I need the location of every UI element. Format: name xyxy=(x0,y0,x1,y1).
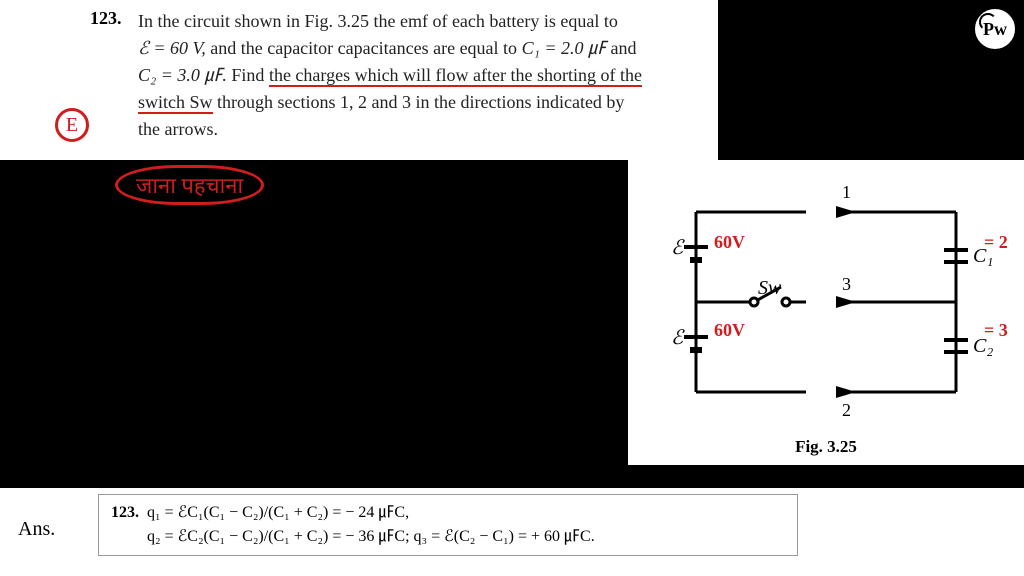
logo-badge: Pᴡ xyxy=(972,6,1018,52)
q-line5: the arrows. xyxy=(138,119,218,139)
q-c2: C₂ = 3.0 ㎌. xyxy=(138,65,227,85)
q-line3a: Find xyxy=(231,65,269,85)
q-line4-rest: through sections 1, 2 and 3 in the direc… xyxy=(217,92,624,112)
circuit-figure: ℰ ℰ C₁ C₂ Sw 1 3 2 Fig. 3.25 60V 60V = 2… xyxy=(628,160,1024,465)
answer-block: Ans. 123. q₁ = ℰC₁(C₁ − C₂)/(C₁ + C₂) = … xyxy=(0,488,1024,576)
q-line3-ul: the charges which will flow after the sh… xyxy=(269,65,642,85)
annotation-circle-e: E xyxy=(55,108,89,142)
question-number: 123. xyxy=(90,8,122,29)
circuit-svg: ℰ ℰ C₁ C₂ Sw 1 3 2 xyxy=(640,172,1012,432)
figure-caption: Fig. 3.25 xyxy=(640,437,1012,457)
answer-box: 123. q₁ = ℰC₁(C₁ − C₂)/(C₁ + C₂) = − 24 … xyxy=(98,494,798,556)
sw-label: Sw xyxy=(758,277,782,299)
emf-label-1: ℰ xyxy=(671,237,685,259)
answer-num: 123. xyxy=(111,504,139,521)
q-line4-ul: switch Sw xyxy=(138,92,213,112)
answer-line1: q₁ = ℰC₁(C₁ − C₂)/(C₁ + C₂) = − 24 ㎌C, xyxy=(147,504,409,521)
answer-label: Ans. xyxy=(18,518,55,541)
question-text: In the circuit shown in Fig. 3.25 the em… xyxy=(138,8,706,143)
q-emf: ℰ = 60 V, xyxy=(138,38,206,58)
q-and: and xyxy=(610,38,636,58)
q-line1: In the circuit shown in Fig. 3.25 the em… xyxy=(138,11,618,31)
anno-c1: = 2 xyxy=(984,232,1008,253)
q-line2-rest: and the capacitor capacitances are equal… xyxy=(210,38,521,58)
emf-label-2: ℰ xyxy=(671,327,685,349)
anno-emf1: 60V xyxy=(714,232,745,253)
annotation-jana: जाना पहचाना xyxy=(115,165,264,205)
arrow-2-label: 2 xyxy=(842,400,851,420)
arrow-3-label: 3 xyxy=(842,274,851,294)
anno-emf2: 60V xyxy=(714,320,745,341)
question-block: 123. In the circuit shown in Fig. 3.25 t… xyxy=(0,0,718,160)
anno-c2: = 3 xyxy=(984,320,1008,341)
arrow-1-label: 1 xyxy=(842,182,851,202)
q-c1: C₁ = 2.0 ㎌ xyxy=(522,38,606,58)
answer-line2: q₂ = ℰC₂(C₁ − C₂)/(C₁ + C₂) = − 36 ㎌C; q… xyxy=(147,528,595,545)
